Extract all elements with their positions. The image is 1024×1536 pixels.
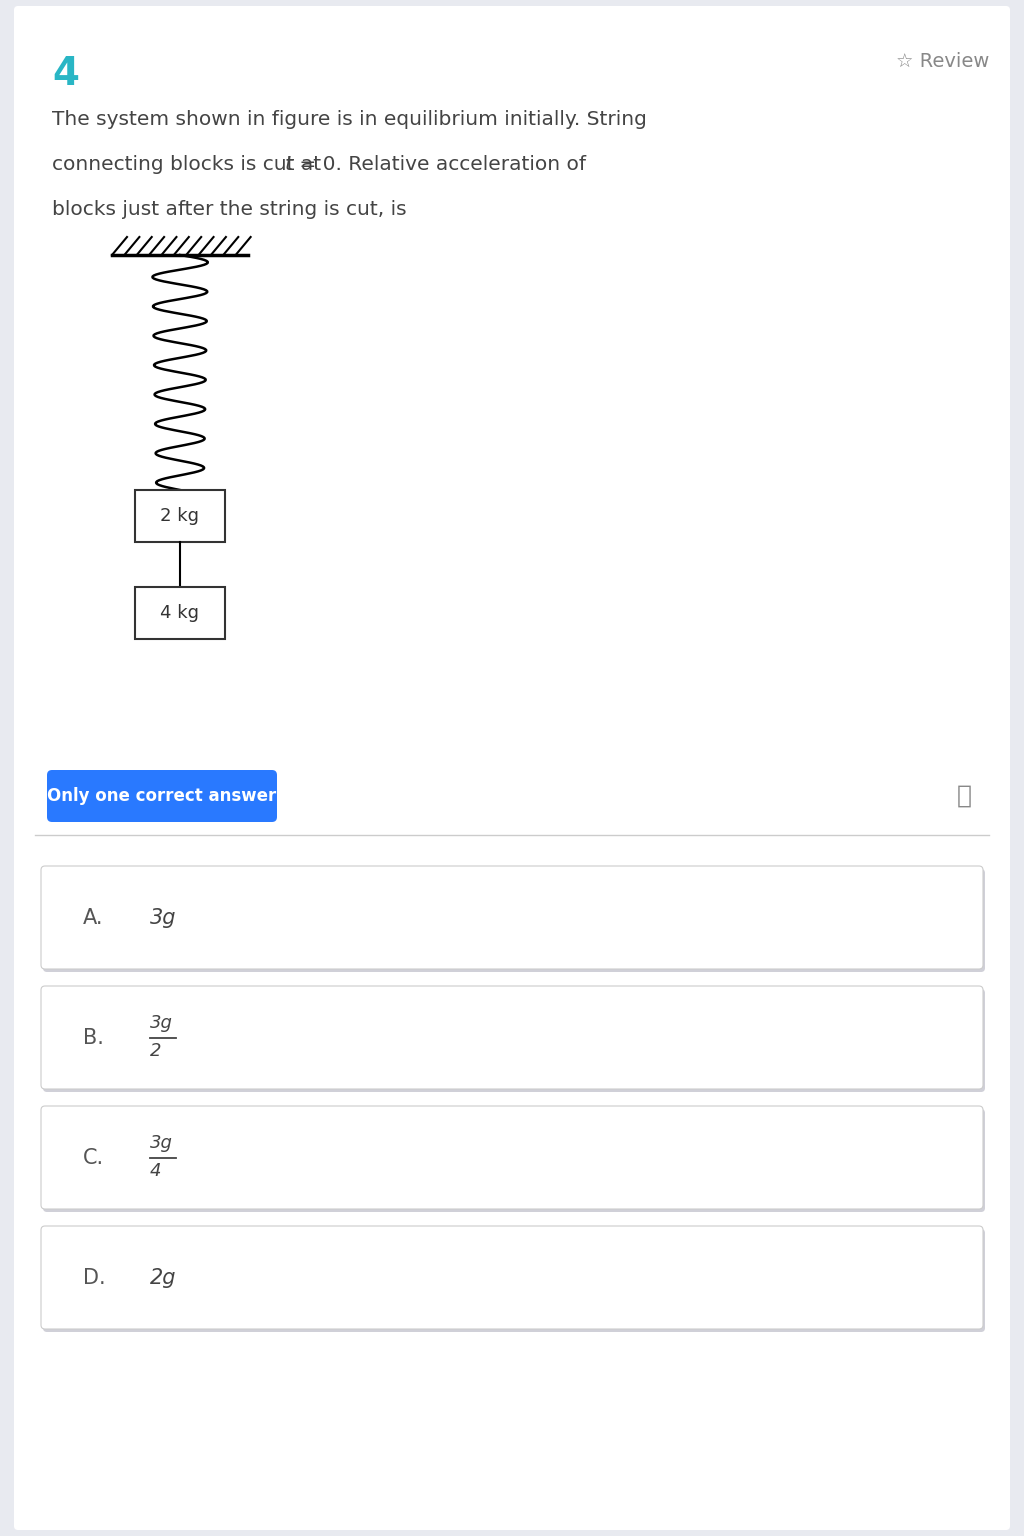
Text: 4 kg: 4 kg xyxy=(161,604,200,622)
Text: A.: A. xyxy=(83,908,103,928)
Text: ⓘ: ⓘ xyxy=(957,783,972,808)
FancyBboxPatch shape xyxy=(41,1106,983,1209)
FancyBboxPatch shape xyxy=(14,6,1010,1530)
Text: ☆ Review: ☆ Review xyxy=(896,52,989,71)
Text: 2 kg: 2 kg xyxy=(161,507,200,525)
Text: 2: 2 xyxy=(150,1043,162,1060)
FancyBboxPatch shape xyxy=(43,869,985,972)
Text: B.: B. xyxy=(83,1028,103,1048)
FancyBboxPatch shape xyxy=(47,770,278,822)
Text: C.: C. xyxy=(83,1147,104,1167)
Text: blocks just after the string is cut, is: blocks just after the string is cut, is xyxy=(52,200,407,220)
FancyBboxPatch shape xyxy=(43,989,985,1092)
Text: 2g: 2g xyxy=(150,1267,176,1287)
Text: Only one correct answer: Only one correct answer xyxy=(47,786,276,805)
Bar xyxy=(135,490,225,542)
Text: 4: 4 xyxy=(52,55,79,94)
FancyBboxPatch shape xyxy=(41,866,983,969)
Text: connecting blocks is cut at: connecting blocks is cut at xyxy=(52,155,328,174)
Text: 4: 4 xyxy=(150,1163,162,1181)
Text: D.: D. xyxy=(83,1267,105,1287)
FancyBboxPatch shape xyxy=(41,986,983,1089)
Text: 3g: 3g xyxy=(150,1014,173,1032)
FancyBboxPatch shape xyxy=(41,1226,983,1329)
Text: = 0. Relative acceleration of: = 0. Relative acceleration of xyxy=(293,155,586,174)
FancyBboxPatch shape xyxy=(43,1109,985,1212)
Bar xyxy=(135,587,225,639)
Text: The system shown in figure is in equilibrium initially. String: The system shown in figure is in equilib… xyxy=(52,111,647,129)
Text: 3g: 3g xyxy=(150,1135,173,1152)
Text: 3g: 3g xyxy=(150,908,176,928)
Text: t: t xyxy=(285,155,292,174)
FancyBboxPatch shape xyxy=(43,1229,985,1332)
